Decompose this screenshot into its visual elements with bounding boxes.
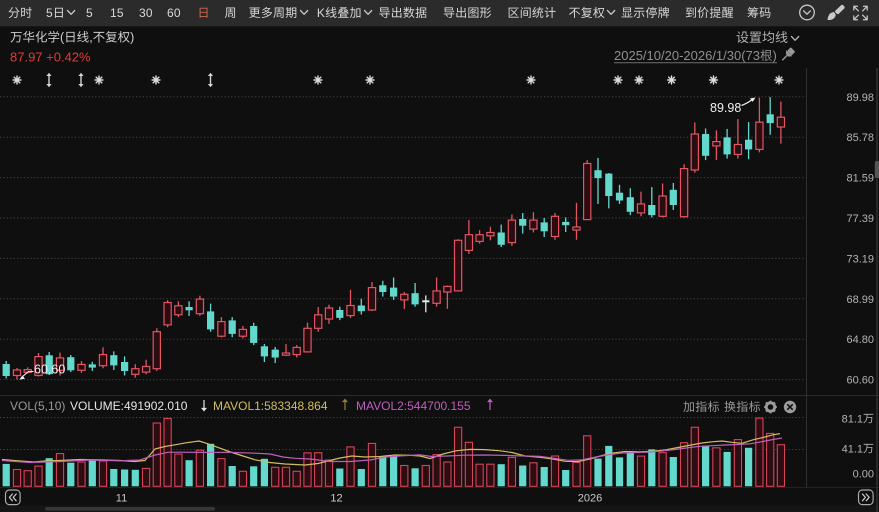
svg-text:11: 11 bbox=[116, 493, 127, 505]
svg-text:77.39: 77.39 bbox=[846, 213, 874, 225]
svg-text:): ) bbox=[130, 31, 134, 45]
svg-text:,: , bbox=[89, 31, 92, 45]
svg-text:15: 15 bbox=[110, 6, 124, 20]
svg-text:89.98: 89.98 bbox=[710, 101, 741, 115]
svg-text:81.1: 81.1 bbox=[842, 413, 863, 425]
svg-text:12: 12 bbox=[330, 493, 342, 505]
svg-text:89.98: 89.98 bbox=[846, 92, 874, 104]
svg-text:68.99: 68.99 bbox=[846, 294, 874, 306]
svg-text:5: 5 bbox=[46, 6, 53, 20]
svg-text:2026: 2026 bbox=[578, 493, 602, 505]
svg-text:VOL(5,10): VOL(5,10) bbox=[10, 399, 65, 413]
svg-text:): ) bbox=[773, 48, 777, 63]
svg-text:30: 30 bbox=[139, 6, 153, 20]
svg-text:VOLUME:491902.010: VOLUME:491902.010 bbox=[70, 399, 188, 413]
svg-text:0.00: 0.00 bbox=[853, 469, 874, 481]
svg-text:85.78: 85.78 bbox=[846, 132, 874, 144]
svg-text:(: ( bbox=[60, 31, 65, 45]
svg-text:5: 5 bbox=[86, 6, 93, 20]
svg-text:MAVOL2:544700.155: MAVOL2:544700.155 bbox=[356, 399, 471, 413]
svg-text:64.80: 64.80 bbox=[846, 334, 874, 346]
svg-text:81.59: 81.59 bbox=[846, 173, 874, 185]
svg-text:60.60: 60.60 bbox=[846, 375, 874, 387]
svg-text:73.19: 73.19 bbox=[846, 253, 874, 265]
svg-text:60.60: 60.60 bbox=[34, 363, 65, 377]
svg-text:2025/10/20-2026/1/30(73: 2025/10/20-2026/1/30(73 bbox=[614, 48, 760, 63]
svg-text:87.97 +0.42%: 87.97 +0.42% bbox=[10, 50, 91, 65]
svg-text:60: 60 bbox=[167, 6, 181, 20]
svg-text:MAVOL1:583348.864: MAVOL1:583348.864 bbox=[213, 399, 328, 413]
svg-text:41.1: 41.1 bbox=[842, 443, 863, 455]
svg-text:K: K bbox=[317, 6, 325, 20]
